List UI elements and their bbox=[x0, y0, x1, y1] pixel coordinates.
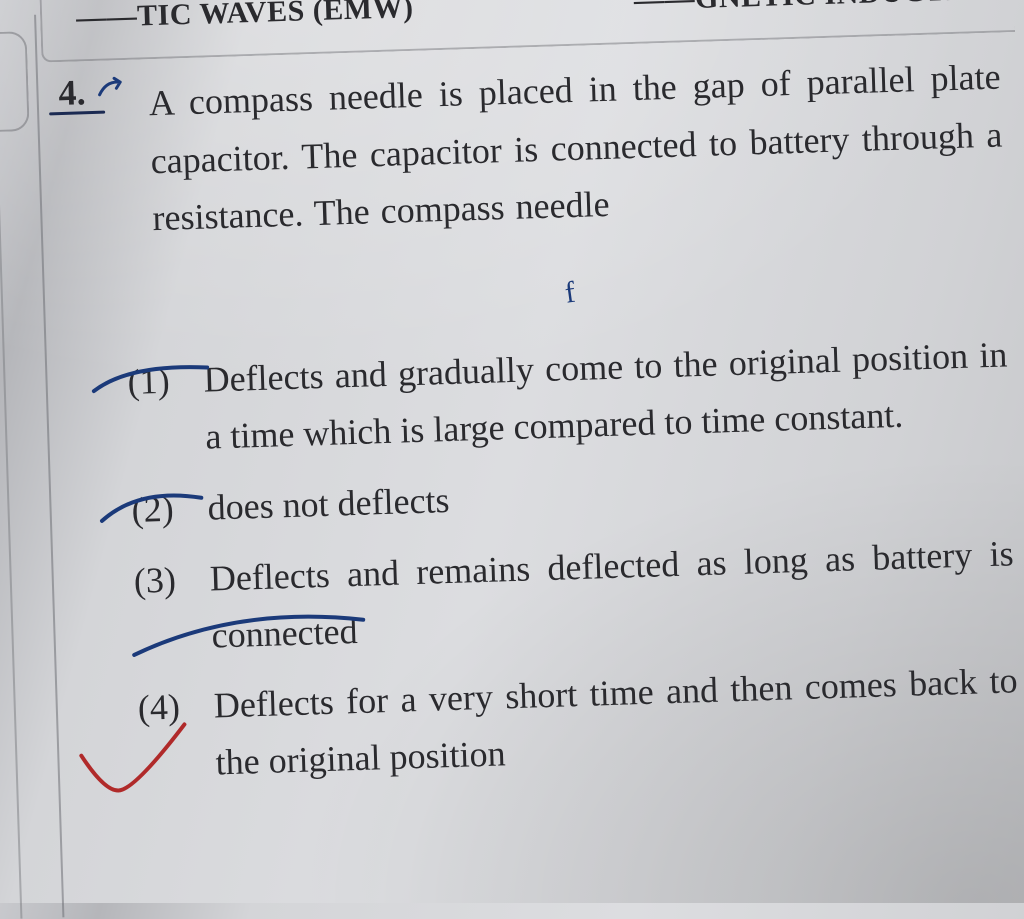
option-4: (4) Deflects for a very short time and t… bbox=[137, 653, 1020, 794]
options-list: (1) Deflects and gradually come to the o… bbox=[127, 326, 1021, 808]
thumb-tab bbox=[0, 31, 30, 132]
page: ——TIC WAVES (EMW) ——GNETIC INDUCTION 4. … bbox=[0, 0, 1024, 919]
pen-strike-1-icon bbox=[89, 357, 210, 401]
question-number-underline bbox=[49, 111, 105, 116]
pen-strike-3-icon bbox=[127, 603, 369, 663]
option-3-number: (3) bbox=[133, 551, 177, 609]
option-2: (2) does not deflects bbox=[131, 454, 1012, 538]
pen-tick-4-icon bbox=[72, 719, 194, 803]
option-2-text: does not deflects bbox=[207, 480, 450, 528]
margin-rule-outer bbox=[0, 16, 22, 919]
pen-strike-2-icon bbox=[95, 483, 206, 530]
handwritten-annotation: f bbox=[563, 276, 578, 311]
question-text: A compass needle is placed in the gap of… bbox=[148, 48, 1005, 247]
option-1: (1) Deflects and gradually come to the o… bbox=[127, 326, 1010, 467]
option-3: (3) Deflects and remains deflected as lo… bbox=[133, 525, 1016, 666]
margin-rule-inner bbox=[34, 15, 64, 918]
question-number: 4. bbox=[58, 71, 86, 114]
pen-arrow-icon bbox=[96, 74, 125, 103]
option-4-text: Deflects for a very short time and then … bbox=[213, 661, 1018, 783]
option-1-text: Deflects and gradually come to the origi… bbox=[203, 334, 1008, 456]
